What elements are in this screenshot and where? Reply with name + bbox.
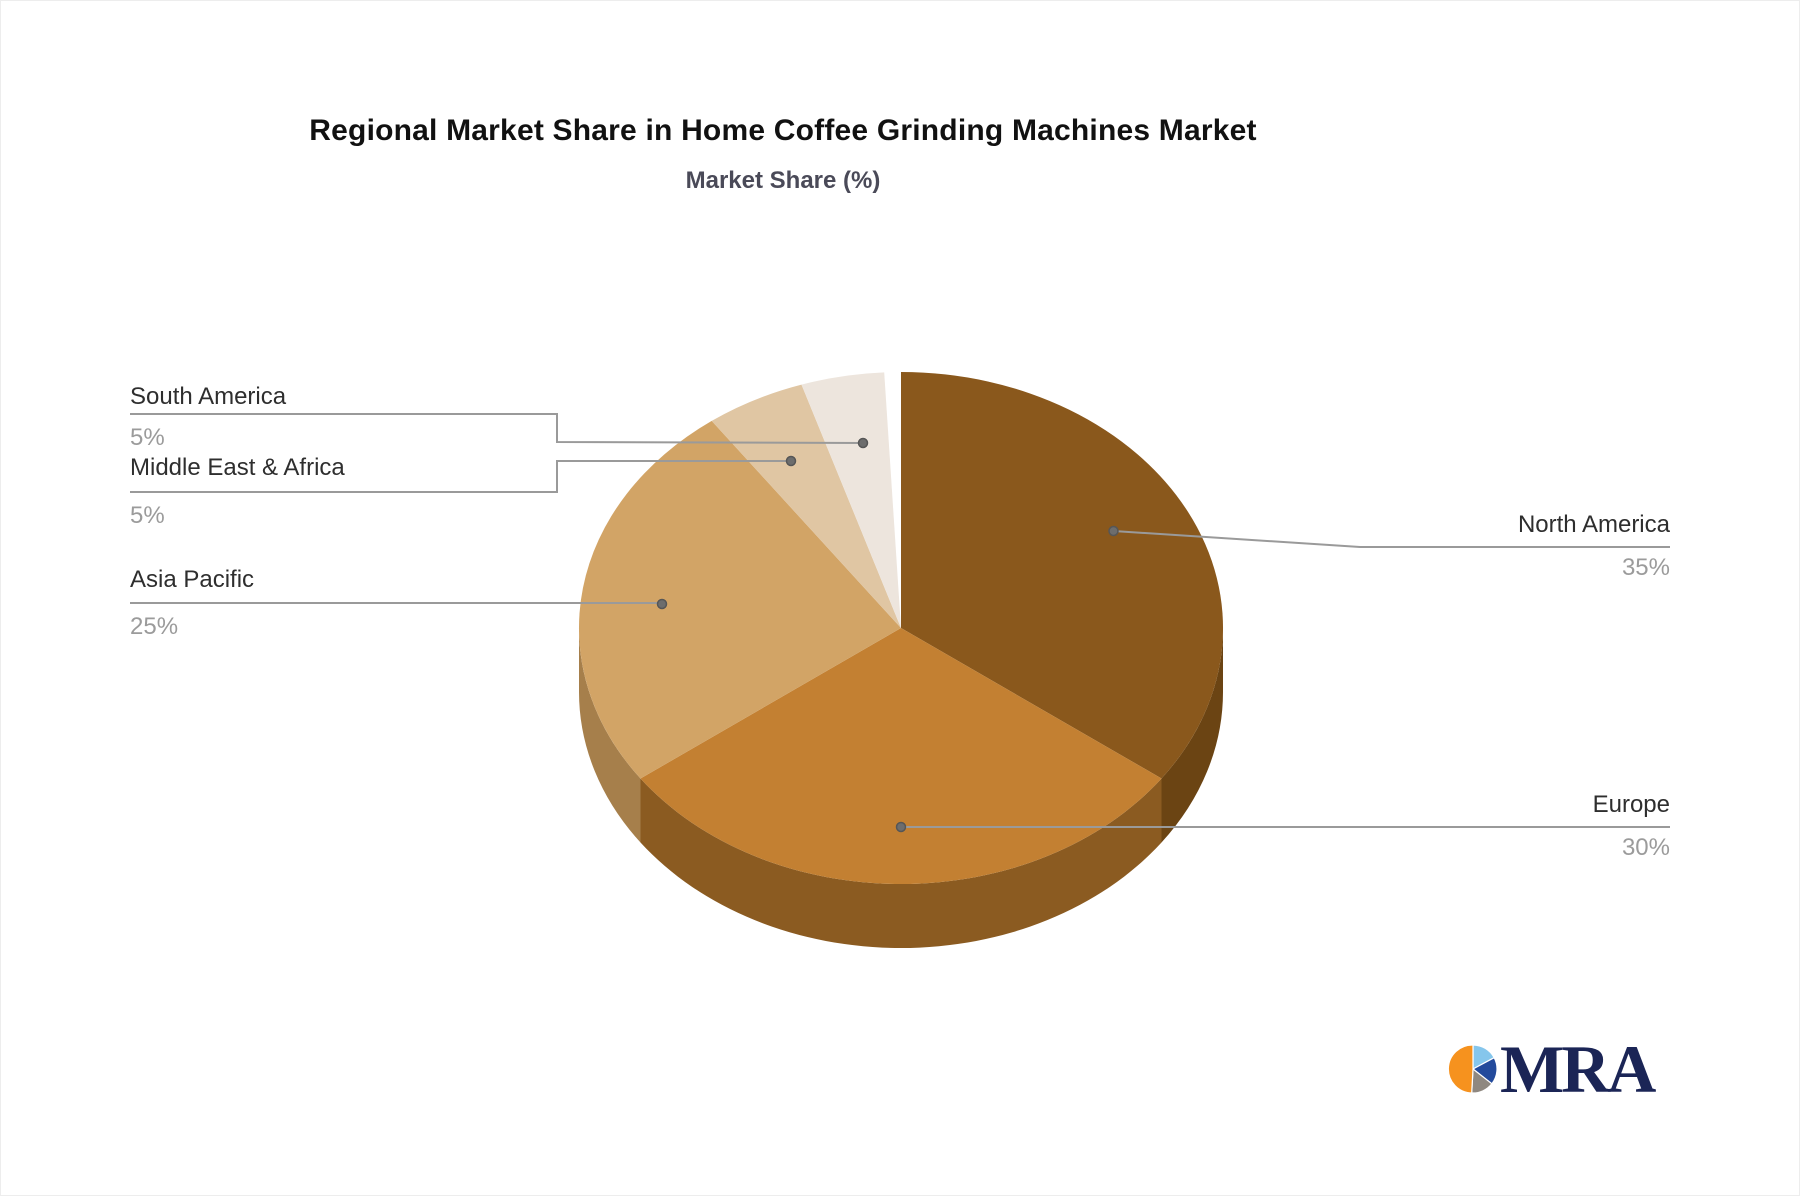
brand-logo: MRA bbox=[1448, 1031, 1656, 1107]
label-asia-pacific-pct: 25% bbox=[130, 613, 179, 640]
slice-north-america[interactable] bbox=[901, 372, 1224, 779]
chart-title: Regional Market Share in Home Coffee Gri… bbox=[309, 114, 1257, 147]
connector-dot-europe bbox=[895, 821, 907, 833]
slice-asia-pacific-side bbox=[579, 628, 641, 843]
connector-dot-middle-east-africa bbox=[785, 455, 797, 467]
slice-europe[interactable] bbox=[640, 628, 1162, 885]
logo-slice-orange bbox=[1448, 1044, 1474, 1094]
slice-middle-east-africa[interactable] bbox=[711, 384, 901, 628]
connector-dot-north-america bbox=[1108, 525, 1119, 537]
label-middle-east-africa-pct: 5% bbox=[130, 502, 165, 529]
slice-asia-pacific[interactable] bbox=[578, 420, 901, 779]
label-middle-east-africa-name: Middle East & Africa bbox=[130, 454, 345, 481]
connector-dot-south-america bbox=[857, 437, 869, 449]
logo-text: MRA bbox=[1500, 1031, 1656, 1107]
label-south-america-name: South America bbox=[130, 383, 287, 410]
label-europe-pct: 30% bbox=[1621, 834, 1670, 861]
connector-north-america bbox=[1113, 530, 1670, 548]
connector-middle-east-africa bbox=[130, 460, 791, 493]
label-north-america-pct: 35% bbox=[1621, 554, 1670, 581]
connector-dot-asia-pacific bbox=[656, 598, 668, 610]
label-europe-name: Europe bbox=[1592, 791, 1670, 818]
slice-south-america[interactable] bbox=[801, 372, 902, 628]
label-north-america-name: North America bbox=[1517, 511, 1670, 538]
chart-subtitle: Market Share (%) bbox=[685, 167, 881, 194]
connector-south-america bbox=[130, 413, 864, 444]
label-south-america-pct: 5% bbox=[130, 424, 165, 451]
slice-europe-side bbox=[640, 778, 1162, 949]
logo-pie-icon bbox=[1448, 1044, 1498, 1094]
slice-north-america-side bbox=[1161, 628, 1224, 843]
label-asia-pacific-name: Asia Pacific bbox=[130, 566, 255, 593]
